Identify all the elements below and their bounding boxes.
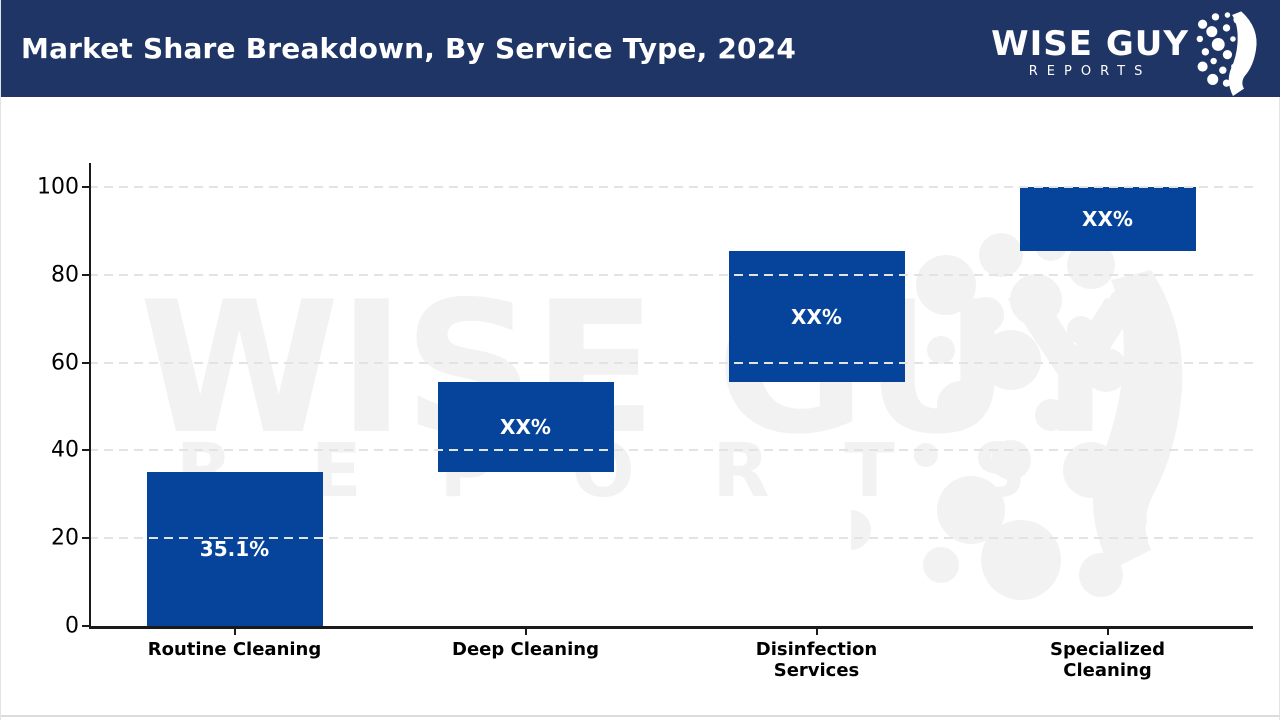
brand-logo: WISE GUY REPORTS <box>991 0 1267 97</box>
chart-title: Market Share Breakdown, By Service Type,… <box>21 32 797 65</box>
y-tick-label-40: 40 <box>51 437 79 463</box>
watermark-head-dots <box>851 229 1183 600</box>
bar-3 <box>1019 187 1196 252</box>
x-category-label-3: Specialized Cleaning <box>1050 639 1165 681</box>
y-tickmark-40 <box>82 449 89 452</box>
bar-value-label-0: 35.1% <box>199 536 270 561</box>
bar-value-label-2: XX% <box>791 304 842 329</box>
brand-logo-text: WISE GUY REPORTS <box>991 24 1189 79</box>
gridline-100 <box>89 186 1253 188</box>
gridline-60 <box>89 361 1253 364</box>
x-tickmark-0 <box>233 628 236 635</box>
bottom-divider <box>1 715 1280 717</box>
y-tick-label-60: 60 <box>51 350 79 376</box>
header-bar: Market Share Breakdown, By Service Type,… <box>1 0 1280 97</box>
y-tickmark-20 <box>82 537 89 540</box>
brand-subtitle: REPORTS <box>1028 64 1152 79</box>
y-tick-label-0: 0 <box>65 613 79 639</box>
y-tickmark-0 <box>82 625 89 627</box>
bar-value-label-3: XX% <box>1082 207 1133 232</box>
x-category-label-0: Routine Cleaning <box>147 639 322 660</box>
y-tickmark-60 <box>82 361 89 364</box>
bar-value-label-1: XX% <box>500 415 551 440</box>
gridline-80 <box>89 273 1253 276</box>
bar-2 <box>728 251 905 383</box>
brand-name: WISE GUY <box>991 24 1189 64</box>
x-tickmark-1 <box>524 628 527 635</box>
y-tickmark-80 <box>82 273 89 276</box>
x-tickmark-2 <box>815 628 818 635</box>
y-tick-label-80: 80 <box>51 262 79 288</box>
bar-0 <box>146 471 323 626</box>
gridline-20 <box>89 537 1253 540</box>
bar-1 <box>437 382 614 472</box>
x-category-label-1: Deep Cleaning <box>452 639 599 660</box>
x-category-label-2: Disinfection Services <box>755 639 878 681</box>
x-axis-spine <box>89 626 1253 629</box>
y-tick-label-100: 100 <box>37 174 79 200</box>
brand-head-icon <box>1196 10 1257 96</box>
y-tickmark-100 <box>82 186 89 188</box>
y-axis-spine <box>89 163 91 628</box>
y-tick-label-20: 20 <box>51 525 79 551</box>
x-tickmark-3 <box>1106 628 1109 635</box>
watermark-text-wiseguy: WISE GUY <box>139 262 1141 474</box>
gridline-40 <box>89 449 1253 452</box>
